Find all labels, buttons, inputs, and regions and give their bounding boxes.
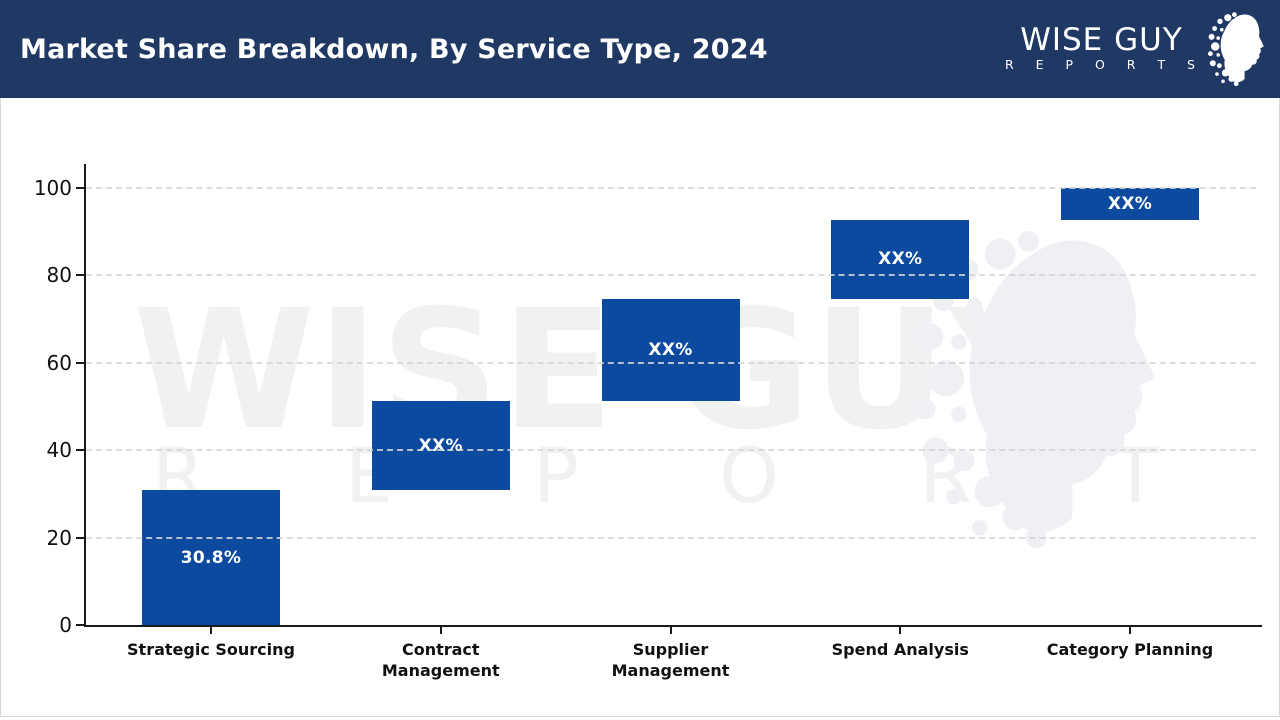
bar-strategic-sourcing: 30.8% bbox=[142, 490, 280, 625]
brand-name: WISE GUY bbox=[1020, 22, 1183, 58]
x-tick-label-spend-analysis: Spend Analysis bbox=[831, 640, 969, 659]
bar-value-label-spend-analysis: XX% bbox=[878, 249, 923, 270]
x-tick-label-supplier-management: Supplier Management bbox=[611, 640, 730, 680]
dotted-head-icon bbox=[1208, 11, 1264, 86]
y-tick-label-0: 0 bbox=[59, 613, 72, 637]
bar-category-planning: XX% bbox=[1061, 187, 1199, 220]
y-tick-60 bbox=[76, 361, 85, 364]
bar-value-label-strategic-sourcing: 30.8% bbox=[180, 547, 242, 568]
y-tick-label-80: 80 bbox=[46, 263, 72, 287]
gridline-80 bbox=[86, 274, 1256, 276]
y-axis-line bbox=[84, 164, 86, 627]
bar-supplier-management: XX% bbox=[601, 299, 740, 401]
bar-value-label-contract-management: XX% bbox=[418, 435, 463, 456]
bar-value-label-supplier-management: XX% bbox=[648, 340, 693, 361]
gridline-20 bbox=[86, 536, 1256, 539]
x-tick-category-planning bbox=[1129, 627, 1131, 634]
x-tick-contract-management bbox=[439, 627, 442, 634]
page-title: Market Share Breakdown, By Service Type,… bbox=[20, 33, 768, 65]
x-tick-strategic-sourcing bbox=[210, 627, 212, 634]
bar-spend-analysis: XX% bbox=[831, 219, 970, 300]
x-tick-spend-analysis bbox=[899, 627, 902, 634]
y-tick-label-100: 100 bbox=[33, 175, 72, 200]
y-tick-100 bbox=[76, 186, 85, 189]
y-tick-40 bbox=[76, 449, 85, 451]
gridline-60 bbox=[86, 361, 1256, 364]
y-tick-0 bbox=[76, 624, 85, 626]
x-tick-label-category-planning: Category Planning bbox=[1046, 640, 1214, 659]
header-bar: Market Share Breakdown, By Service Type,… bbox=[0, 0, 1280, 98]
y-tick-20 bbox=[76, 536, 85, 539]
y-tick-label-60: 60 bbox=[46, 350, 72, 375]
y-tick-label-20: 20 bbox=[46, 525, 72, 550]
x-axis-line bbox=[84, 625, 1262, 627]
x-tick-label-strategic-sourcing: Strategic Sourcing bbox=[127, 640, 295, 659]
x-tick-label-contract-management: Contract Management bbox=[381, 640, 500, 680]
y-tick-label-40: 40 bbox=[46, 438, 72, 462]
brand-logo: WISE GUY R E P O R T S bbox=[999, 11, 1280, 88]
bar-contract-management: XX% bbox=[371, 401, 510, 491]
watermark-brand-name: WISE GUY bbox=[133, 274, 1071, 466]
x-tick-supplier-management bbox=[669, 627, 672, 634]
gridline-40 bbox=[86, 449, 1256, 451]
gridline-100 bbox=[86, 186, 1256, 189]
bar-value-label-category-planning: XX% bbox=[1107, 193, 1153, 214]
brand-subname: R E P O R T S bbox=[1004, 57, 1204, 72]
brand-logo-text: WISE GUY R E P O R T S bbox=[999, 24, 1204, 74]
y-tick-80 bbox=[76, 274, 85, 276]
